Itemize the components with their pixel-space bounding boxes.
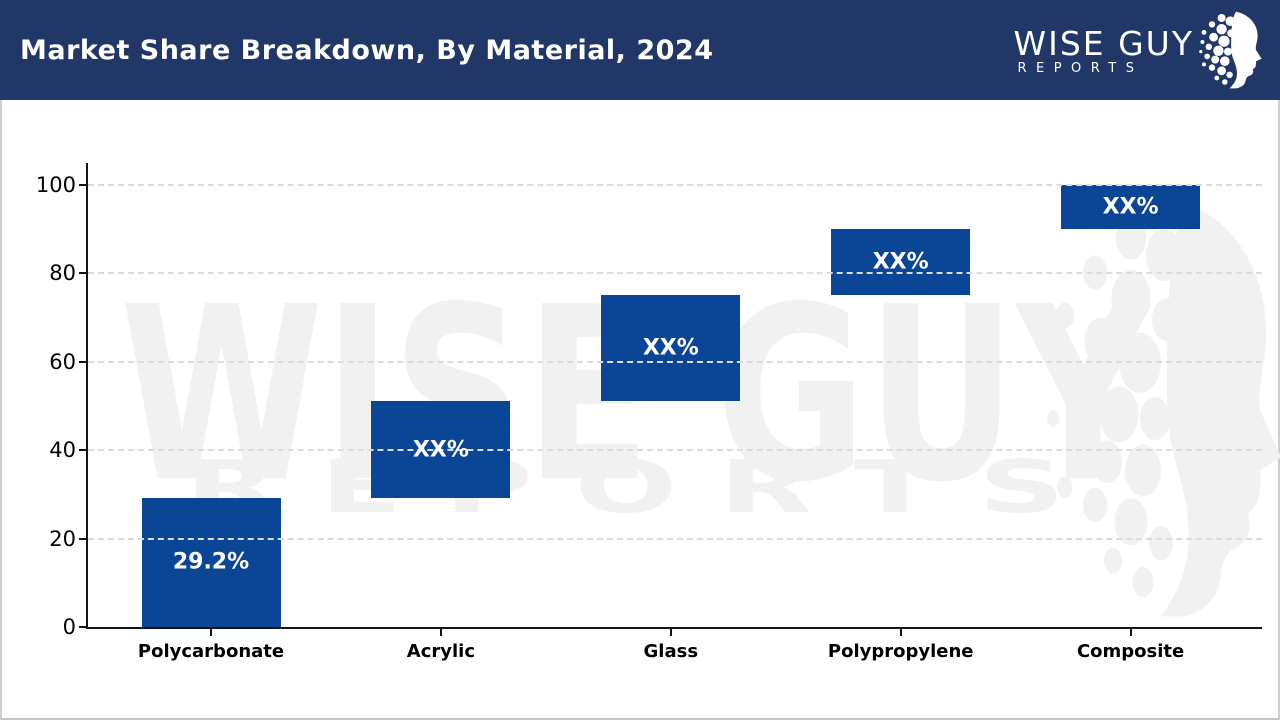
bar-value-label: XX% — [872, 249, 929, 275]
y-tick-mark — [79, 537, 88, 540]
y-tick-label: 80 — [49, 261, 76, 285]
bar-value-label: 29.2% — [172, 549, 250, 575]
brand-logo: WISE GUY REPORTS — [1013, 6, 1268, 94]
x-tick-mark — [439, 627, 442, 636]
brand-name-text: WISE GUY — [1013, 24, 1194, 63]
gridline-40 — [88, 449, 1262, 451]
category-label: Composite — [1076, 641, 1185, 662]
brand-wordmark: WISE GUY REPORTS — [1013, 27, 1194, 77]
y-tick-label: 20 — [49, 526, 76, 551]
y-axis-line — [86, 163, 88, 629]
y-tick-label: 60 — [49, 349, 76, 374]
x-tick-mark — [899, 627, 902, 636]
bar-polypropylene — [831, 228, 971, 296]
x-tick-mark — [1129, 627, 1132, 636]
gridline-80 — [88, 272, 1262, 274]
y-tick-mark — [79, 626, 88, 628]
gridline-100 — [88, 183, 1262, 186]
bar-value-label: XX% — [642, 335, 699, 361]
category-label: Polypropylene — [827, 641, 974, 662]
gridline-20 — [88, 537, 1262, 540]
bar-glass — [601, 295, 741, 402]
page-title: Market Share Breakdown, By Material, 202… — [20, 34, 714, 66]
gridline-60 — [88, 360, 1262, 363]
bar-value-label: XX% — [1102, 194, 1159, 220]
category-label: Glass — [643, 641, 699, 662]
watermark-reports-text: R E P O R T S — [185, 445, 1065, 529]
bar-value-label: XX% — [412, 437, 469, 463]
y-tick-mark — [79, 360, 88, 363]
y-tick-mark — [79, 449, 88, 451]
y-tick-label: 100 — [35, 172, 76, 197]
x-tick-mark — [210, 627, 212, 636]
face-profile-icon — [1199, 11, 1262, 89]
header-bar: Market Share Breakdown, By Material, 202… — [0, 0, 1280, 100]
y-tick-label: 40 — [49, 438, 76, 462]
y-tick-label: 0 — [62, 615, 76, 639]
y-tick-mark — [79, 272, 88, 274]
y-tick-mark — [79, 183, 88, 186]
category-label: Polycarbonate — [137, 641, 285, 662]
x-tick-mark — [669, 627, 672, 636]
x-axis-line — [86, 627, 1262, 629]
brand-subtitle-text: REPORTS — [1017, 61, 1144, 76]
bar-polycarbonate — [141, 497, 281, 627]
watermark-face-icon — [1047, 203, 1280, 617]
category-label: Acrylic — [406, 641, 476, 662]
